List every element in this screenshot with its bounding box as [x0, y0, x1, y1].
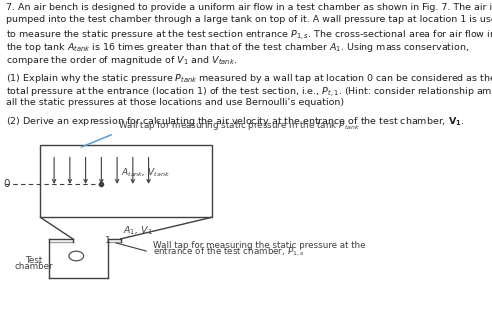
Text: $A_1$, $V_1$: $A_1$, $V_1$ — [123, 225, 153, 237]
Text: Wall tap for measuring the static pressure at the: Wall tap for measuring the static pressu… — [153, 241, 365, 250]
Text: Wall tap for measuring static pressure in the tank $P_{tank}$: Wall tap for measuring static pressure i… — [118, 119, 360, 132]
Text: to measure the static pressure at the test section entrance $P_{1,s}$. The cross: to measure the static pressure at the te… — [6, 28, 492, 42]
Circle shape — [69, 251, 84, 261]
Text: (2) Derive an expression for calculating the air velocity at the entrance of the: (2) Derive an expression for calculating… — [6, 115, 464, 128]
Text: $A_{tank}$, $V_{tank}$: $A_{tank}$, $V_{tank}$ — [121, 166, 170, 178]
Text: pumped into the test chamber through a large tank on top of it. A wall pressure : pumped into the test chamber through a l… — [6, 15, 492, 24]
Bar — [40, 145, 212, 217]
Text: Test: Test — [25, 256, 42, 265]
Text: 7. An air bench is designed to provide a uniform air flow in a test chamber as s: 7. An air bench is designed to provide a… — [6, 3, 492, 12]
Text: 0: 0 — [3, 178, 10, 189]
Text: all the static pressures at those locations and use Bernoulli’s equation): all the static pressures at those locati… — [6, 98, 344, 107]
Text: 1: 1 — [105, 236, 111, 245]
Text: the top tank $A_{tank}$ is 16 times greater than that of the test chamber $A_1$.: the top tank $A_{tank}$ is 16 times grea… — [6, 41, 469, 54]
Text: entrance of the test chamber, $P_{1,s}$: entrance of the test chamber, $P_{1,s}$ — [153, 245, 304, 258]
Text: compare the order of magnitude of $V_1$ and $V_{tank}$.: compare the order of magnitude of $V_1$ … — [6, 54, 237, 67]
Text: total pressure at the entrance (location 1) of the test section, i.e., $P_{t,1}$: total pressure at the entrance (location… — [6, 85, 492, 99]
Text: (1) Explain why the static pressure $P_{tank}$ measured by a wall tap at locatio: (1) Explain why the static pressure $P_{… — [6, 72, 492, 85]
Text: chamber: chamber — [14, 262, 53, 271]
